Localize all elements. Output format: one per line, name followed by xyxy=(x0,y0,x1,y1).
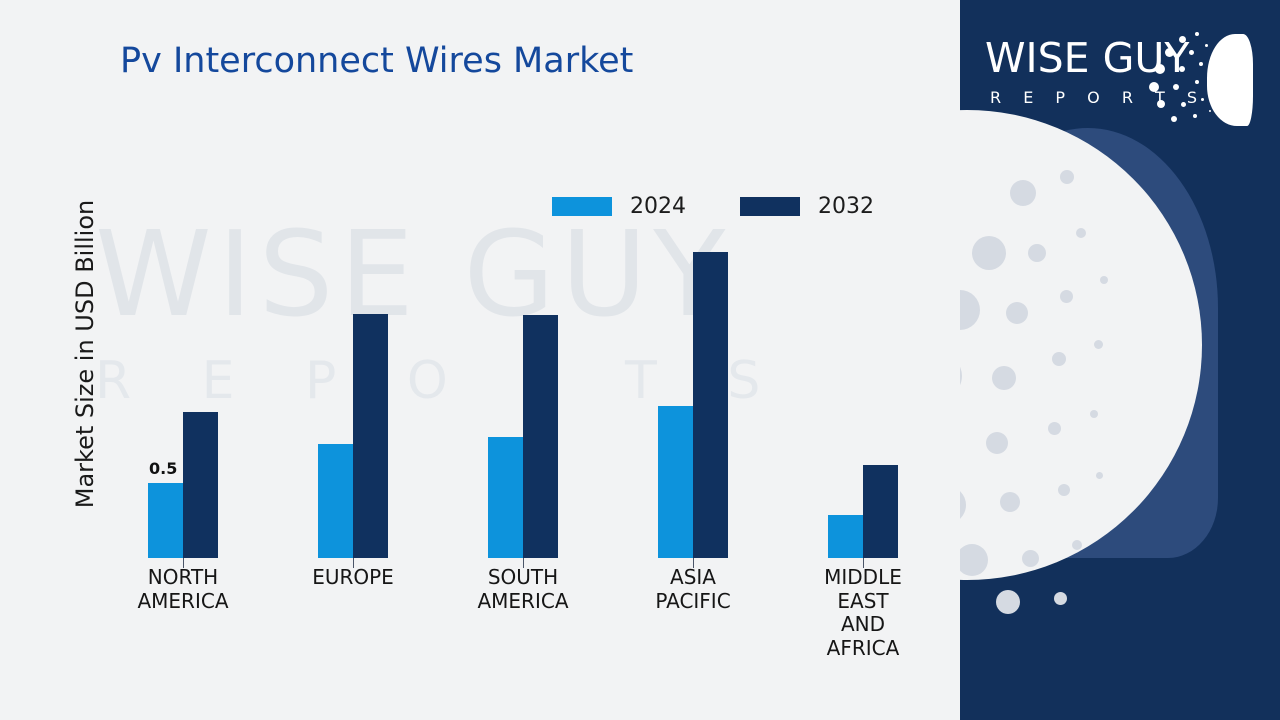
legend-item-2032[interactable]: 2032 xyxy=(740,194,874,219)
bar-2032[interactable] xyxy=(523,315,558,558)
axis-tick xyxy=(353,558,354,568)
decorative-dot xyxy=(1006,302,1028,324)
category-label-line: NORTH xyxy=(147,565,219,589)
bar-2024[interactable] xyxy=(828,515,863,558)
bar-2032[interactable] xyxy=(863,465,898,558)
bar-value-label: 0.5 xyxy=(149,459,178,478)
bar-2032[interactable] xyxy=(353,314,388,558)
logo-dot xyxy=(1157,100,1165,108)
logo-dot xyxy=(1181,102,1186,107)
decorative-dot xyxy=(1060,170,1074,184)
dot-cluster-graphic xyxy=(960,140,1180,614)
logo-dot xyxy=(1199,62,1203,66)
decorative-dot xyxy=(1058,484,1070,496)
category-label-line: AND xyxy=(840,612,886,637)
bar-2032[interactable] xyxy=(183,412,218,558)
x-axis-category-label: NORTH AMERICA xyxy=(88,565,278,613)
logo-dot xyxy=(1189,50,1194,55)
bar-pair xyxy=(318,314,388,558)
decorative-dot xyxy=(1022,550,1039,567)
x-axis-category-label: SOUTH AMERICA xyxy=(428,565,618,613)
category-label-line: PACIFIC xyxy=(655,588,731,613)
decorative-dot xyxy=(1094,340,1103,349)
decorative-dot xyxy=(960,354,962,398)
bar-pair xyxy=(488,315,558,558)
logo-dot xyxy=(1171,116,1177,122)
bar-2024[interactable] xyxy=(658,406,693,558)
bar-2032[interactable] xyxy=(693,252,728,558)
category-label-line: SOUTH xyxy=(487,565,559,589)
decorative-dot xyxy=(986,432,1008,454)
chart-title: Pv Interconnect Wires Market xyxy=(120,41,634,81)
axis-tick xyxy=(863,558,864,568)
logo-dot xyxy=(1209,110,1211,112)
axis-tick xyxy=(523,558,524,568)
decorative-dot xyxy=(1090,410,1098,418)
bar-pair xyxy=(148,412,218,558)
decorative-dot xyxy=(1010,180,1036,206)
chart-legend: 2024 2032 xyxy=(552,194,874,219)
decorative-dot xyxy=(1060,290,1073,303)
decorative-dot xyxy=(1052,352,1066,366)
axis-tick xyxy=(693,558,694,568)
x-axis-category-label: EUROPE xyxy=(258,565,448,590)
category-label-line: ASIA xyxy=(670,565,716,589)
bar-2024[interactable] xyxy=(488,437,523,558)
logo-dot xyxy=(1193,114,1197,118)
legend-swatch-2032 xyxy=(740,197,800,216)
category-label-line: AFRICA xyxy=(826,635,900,660)
decorative-dot xyxy=(960,486,966,524)
category-label-line: EUROPE xyxy=(312,565,394,589)
category-label-line: AMERICA xyxy=(477,588,569,613)
decorative-dot xyxy=(1028,244,1046,262)
legend-item-2024[interactable]: 2024 xyxy=(552,194,686,219)
logo-dot xyxy=(1195,80,1199,84)
decorative-dot xyxy=(1054,592,1067,605)
x-axis-category-label: ASIA PACIFIC xyxy=(598,565,788,613)
logo-dot xyxy=(1165,48,1174,57)
legend-swatch-2024 xyxy=(552,197,612,216)
logo-dot xyxy=(1201,98,1204,101)
legend-label: 2024 xyxy=(630,194,686,219)
logo-dot xyxy=(1179,66,1185,72)
legend-label: 2032 xyxy=(818,194,874,219)
decorative-dot xyxy=(1000,492,1020,512)
bar-pair xyxy=(658,252,728,558)
wiseguy-logo: WISE GUY R E P O R T S xyxy=(985,32,1253,126)
category-label-line: EAST xyxy=(837,588,889,613)
bar-2024[interactable] xyxy=(148,483,183,558)
logo-dot xyxy=(1179,36,1186,43)
brand-panel xyxy=(960,0,1280,720)
decorative-dot xyxy=(1072,540,1082,550)
decorative-dot xyxy=(960,544,988,576)
decorative-dot xyxy=(996,590,1020,614)
logo-dot xyxy=(1205,44,1208,47)
decorative-dot xyxy=(992,366,1016,390)
category-label-line: AMERICA xyxy=(137,588,229,613)
decorative-dot xyxy=(1100,276,1108,284)
logo-dot xyxy=(1149,82,1159,92)
decorative-dot xyxy=(960,290,980,330)
logo-dot xyxy=(1155,64,1165,74)
category-label-line: MIDDLE xyxy=(824,565,902,589)
bar-pair xyxy=(828,465,898,558)
logo-sub-text: R E P O R T S xyxy=(990,88,1206,107)
axis-tick xyxy=(183,558,184,568)
plot-area: 0.5 NORTH AMERICA EUROPE SOUTH AMERICA ASIA PAC… xyxy=(88,252,958,660)
x-axis-category-label: MIDDLE EAST AND AFRICA xyxy=(768,565,958,660)
decorative-dot xyxy=(1076,228,1086,238)
decorative-dot xyxy=(1048,422,1061,435)
logo-dot xyxy=(1173,84,1179,90)
logo-dot xyxy=(1195,32,1199,36)
decorative-dot xyxy=(1096,472,1103,479)
decorative-dot xyxy=(972,236,1006,270)
logo-face-icon xyxy=(1207,34,1253,126)
bar-2024[interactable] xyxy=(318,444,353,558)
